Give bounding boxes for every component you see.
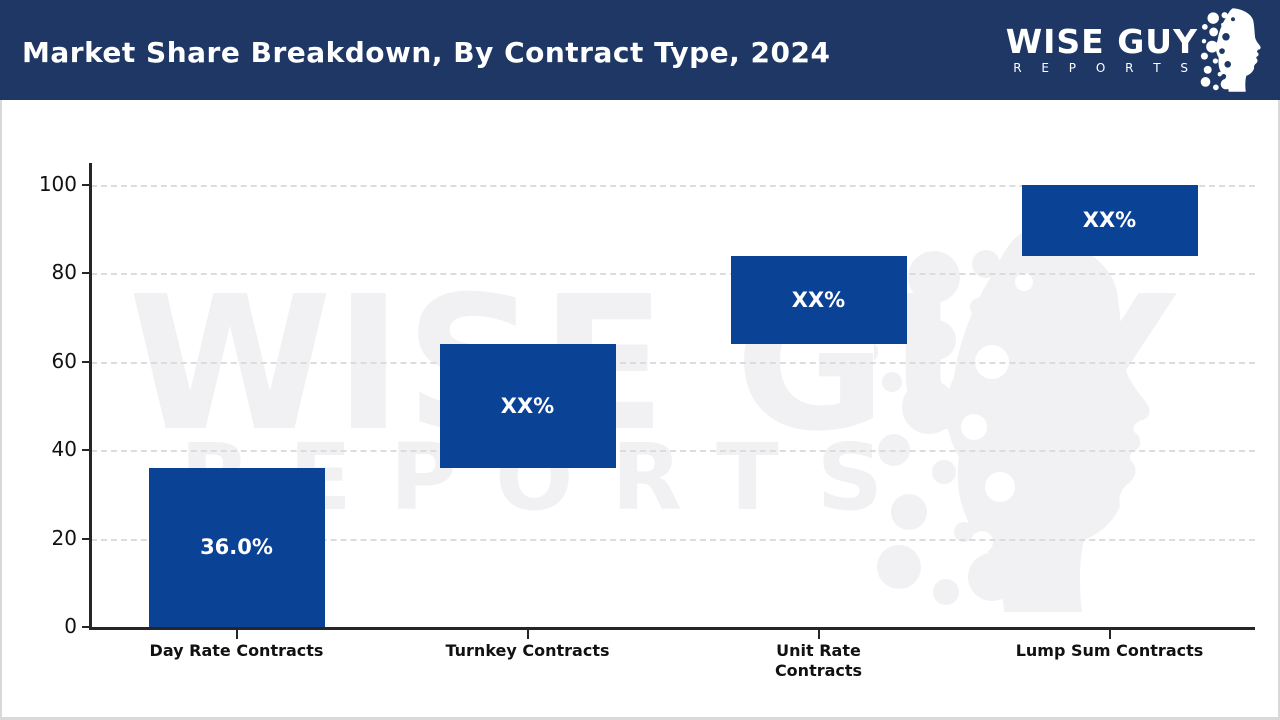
logo-wiseguy-label: WISE GUY	[1005, 22, 1198, 61]
header-bar: Market Share Breakdown, By Contract Type…	[0, 0, 1280, 100]
y-tick-label-100: 100	[38, 172, 77, 196]
bar-turnkey-contracts: XX%	[439, 344, 616, 468]
page-title: Market Share Breakdown, By Contract Type…	[22, 36, 831, 69]
x-tick-turnkey-contracts	[526, 630, 529, 639]
waterfall-chart: 0 20 40 60 80 100 36.0% Day Rate Contracts XX% Tu…	[2, 100, 1280, 720]
y-tick-label-20: 20	[51, 525, 77, 550]
category-label-unit-rate-contracts: Unit Rate Contracts	[774, 641, 863, 680]
y-tick-label-60: 60	[51, 348, 77, 373]
bar-label-lump-sum-contracts: XX%	[1082, 208, 1137, 233]
x-axis	[89, 627, 1255, 630]
y-tick-100	[82, 184, 91, 186]
gridline-60	[91, 361, 1255, 364]
y-tick-40	[82, 449, 91, 452]
y-tick-60	[82, 360, 91, 363]
gridline-40	[91, 450, 1255, 453]
bar-unit-rate-contracts: XX%	[730, 255, 907, 345]
y-tick-label-80: 80	[51, 260, 77, 285]
logo-reports-label: R E P O R T S	[1013, 61, 1196, 75]
y-axis	[89, 162, 92, 630]
category-label-lump-sum-contracts: Lump Sum Contracts	[1015, 641, 1204, 660]
y-tick-label-40: 40	[51, 437, 77, 462]
y-tick-20	[82, 537, 91, 540]
bar-label-unit-rate-contracts: XX%	[791, 287, 846, 312]
bar-day-rate-contracts: 36.0%	[148, 467, 325, 627]
bar-label-day-rate-contracts: 36.0%	[200, 535, 273, 560]
gridline-100	[91, 185, 1255, 187]
y-tick-label-0: 0	[64, 614, 77, 638]
logo-text: WISE GUY R E P O R T S	[1006, 24, 1198, 76]
bar-lump-sum-contracts: XX%	[1021, 185, 1198, 256]
x-tick-day-rate-contracts	[235, 630, 238, 639]
logo-head-icon	[1200, 8, 1261, 92]
x-tick-unit-rate-contracts	[817, 630, 820, 639]
wise-guy-reports-logo: WISE GUY R E P O R T S	[1006, 6, 1266, 94]
gridline-20	[91, 538, 1255, 541]
bar-label-turnkey-contracts: XX%	[500, 393, 555, 418]
y-tick-0	[82, 626, 91, 628]
y-tick-80	[82, 272, 91, 275]
category-label-day-rate-contracts: Day Rate Contracts	[149, 641, 324, 660]
gridline-80	[91, 273, 1255, 276]
category-label-turnkey-contracts: Turnkey Contracts	[445, 641, 610, 660]
x-tick-lump-sum-contracts	[1108, 630, 1111, 639]
